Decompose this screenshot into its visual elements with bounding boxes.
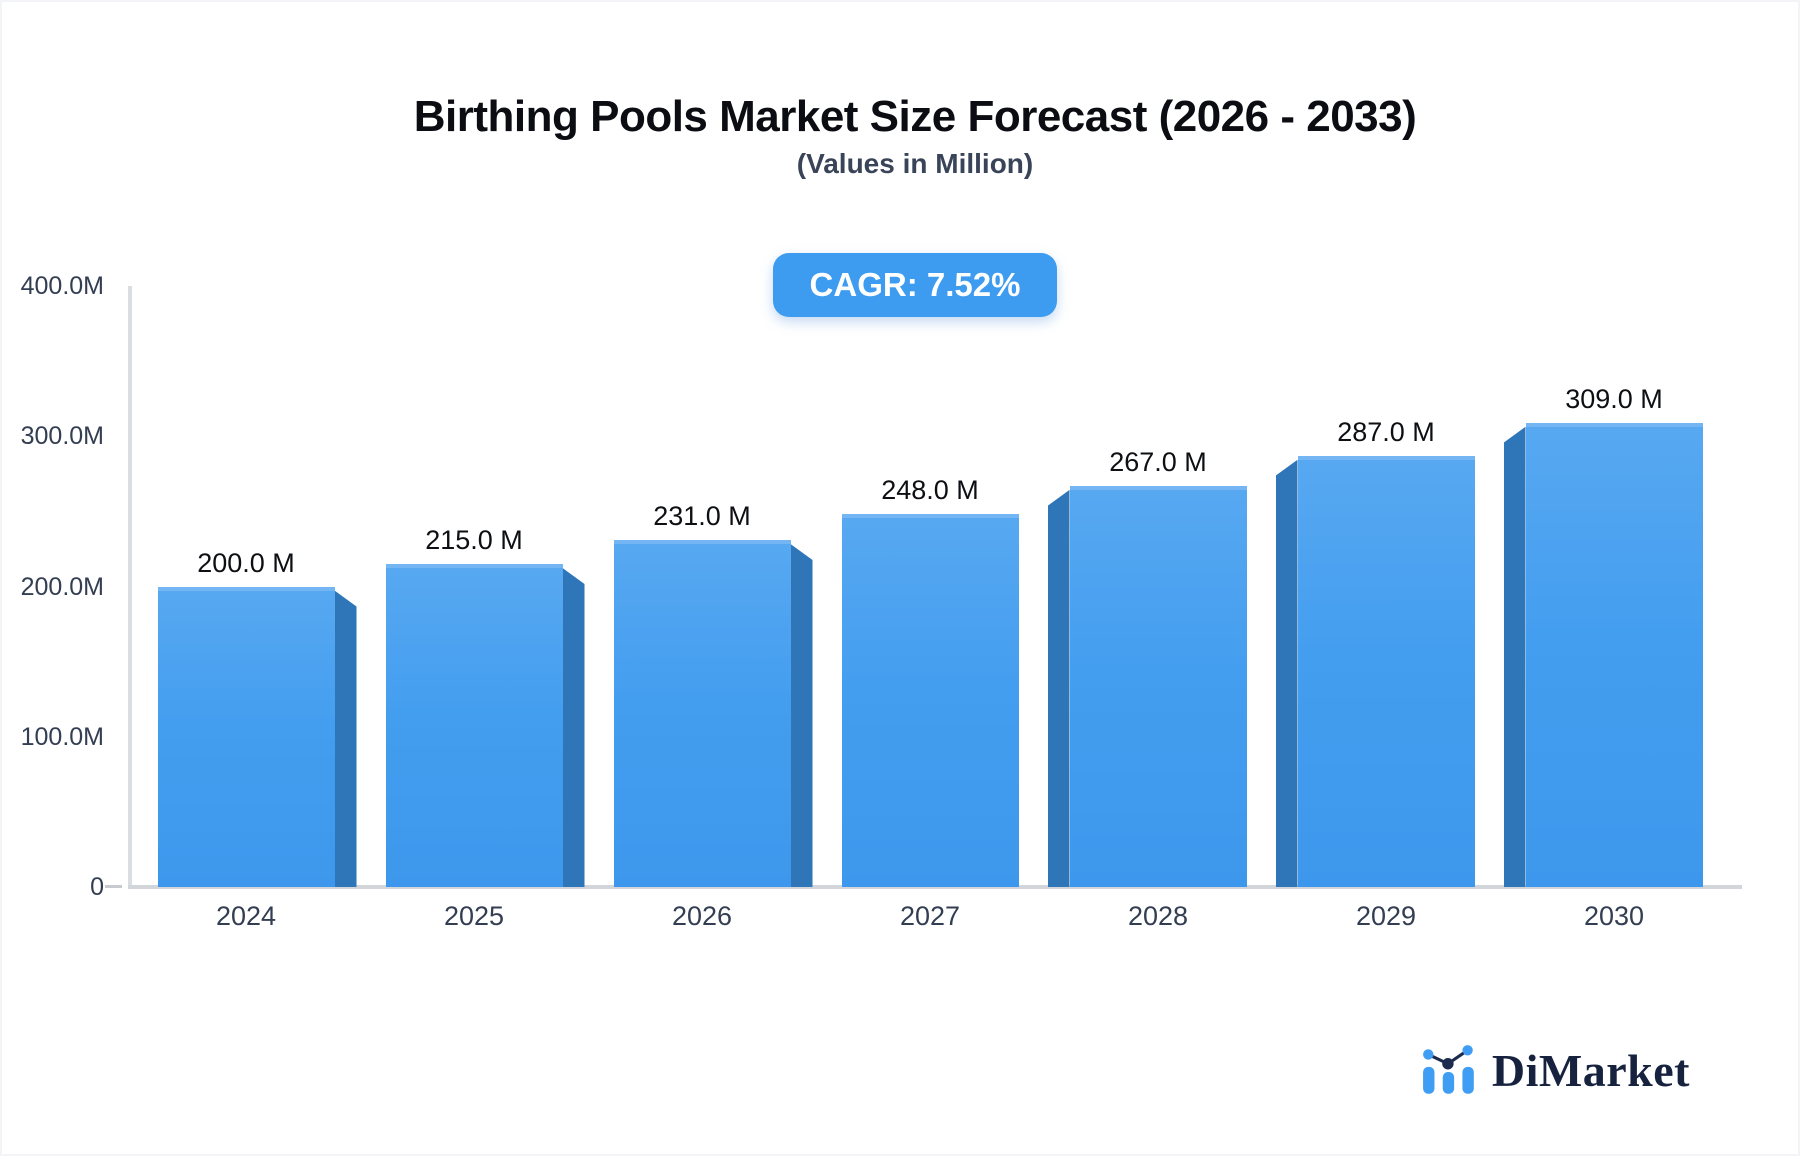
bar-slot: 231.0 M [588,286,816,887]
bar-2030[interactable]: 309.0 M [1503,384,1703,887]
x-tick-label: 2029 [1355,901,1417,931]
bar-side-face [1047,489,1070,887]
zero-tick-mark [105,885,122,888]
dimarket-logo-icon [1422,1045,1474,1094]
bars-area: 200.0 M 215.0 M 231.0 M 248.0 M 267.0 M 287.0… [132,286,1728,887]
y-tick-label: 300.0M [20,422,104,451]
bar-slot: 287.0 M [1272,286,1500,887]
bar-value-label: 248.0 M [881,475,979,506]
x-tick-label: 2025 [443,901,505,931]
bar-value-label: 309.0 M [1565,383,1663,414]
x-tick-label: 2030 [1583,901,1645,931]
bar-value-label: 200.0 M [197,547,295,578]
y-tick-label: 400.0M [20,272,104,300]
chart-title: Birthing Pools Market Size Forecast (202… [413,92,1417,141]
bar-side-face [334,590,357,887]
x-tick-label: 2027 [899,901,961,931]
x-axis-baseline [128,885,1742,889]
bar-2024[interactable]: 200.0 M [157,548,357,887]
y-tick-label: 0 [90,873,104,901]
dimarket-logo-text: DiMarket [1491,1045,1690,1096]
x-tick-label: 2028 [1127,901,1189,931]
x-axis-labels: 2024 2025 2026 2027 2028 2029 2030 [132,901,1728,932]
bar-slot: 215.0 M [360,286,588,887]
bar-side-face [790,543,813,887]
bar-side-face [1503,426,1526,887]
bar-2029[interactable]: 287.0 M [1275,417,1475,887]
x-tick-label: 2024 [215,901,277,931]
bar-slot: 309.0 M [1500,286,1728,887]
dimarket-logo: DiMarket [1421,1042,1690,1100]
bar-value-label: 287.0 M [1337,416,1435,447]
y-tick-label: 200.0M [20,572,104,601]
bar-slot: 267.0 M [1044,286,1272,887]
bar-slot: 248.0 M [816,286,1044,887]
y-tick-label: 100.0M [20,722,104,751]
bar-side-face [1275,459,1298,887]
bar-2027[interactable]: 248.0 M [841,475,1019,887]
cagr-badge-wrap: CAGR: 7.52% [0,253,1800,317]
cagr-badge: CAGR: 7.52% [772,253,1058,317]
x-tick-label: 2026 [671,901,733,931]
bar-value-label: 231.0 M [653,500,751,531]
bar-2025[interactable]: 215.0 M [385,525,585,887]
chart-subtitle: (Values in Million) [796,148,1034,179]
y-axis-line [128,286,132,889]
bar-side-face [562,567,585,887]
bar-value-label: 215.0 M [425,524,523,555]
bar-2028[interactable]: 267.0 M [1047,447,1247,887]
bar-slot: 200.0 M [132,286,360,887]
bar-2026[interactable]: 231.0 M [613,501,813,887]
bar-value-label: 267.0 M [1109,446,1207,477]
